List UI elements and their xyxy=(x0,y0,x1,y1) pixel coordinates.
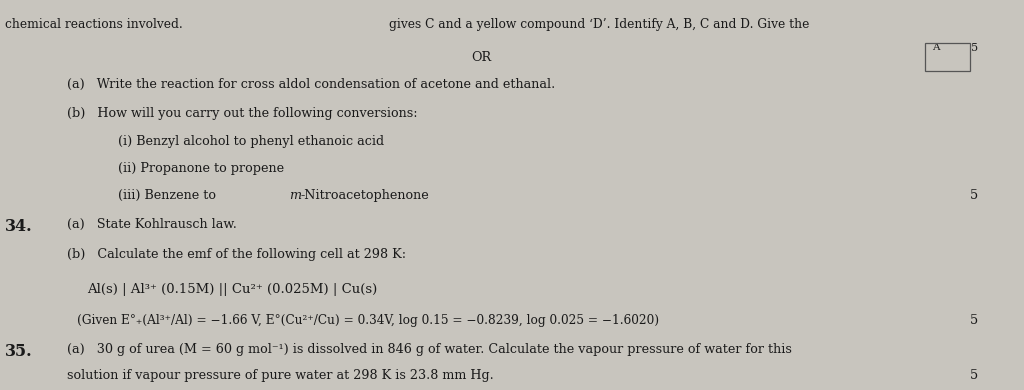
Text: (iii) Benzene to: (iii) Benzene to xyxy=(118,189,220,202)
Text: (a)   State Kohlrausch law.: (a) State Kohlrausch law. xyxy=(67,218,237,231)
Text: (i) Benzyl alcohol to phenyl ethanoic acid: (i) Benzyl alcohol to phenyl ethanoic ac… xyxy=(118,135,384,147)
Text: (b)   Calculate the emf of the following cell at 298 K:: (b) Calculate the emf of the following c… xyxy=(67,248,406,261)
Text: 5: 5 xyxy=(971,43,978,53)
Text: (ii) Propanone to propene: (ii) Propanone to propene xyxy=(118,162,284,175)
Text: chemical reactions involved.: chemical reactions involved. xyxy=(5,18,183,30)
Text: -Nitroacetophenone: -Nitroacetophenone xyxy=(300,189,429,202)
Text: (Given E°₊(Al³⁺/Al) = −1.66 V, E°(Cu²⁺/Cu) = 0.34V, log 0.15 = −0.8239, log 0.02: (Given E°₊(Al³⁺/Al) = −1.66 V, E°(Cu²⁺/C… xyxy=(77,314,658,327)
Text: (a)   30 g of urea (M = 60 g mol⁻¹) is dissolved in 846 g of water. Calculate th: (a) 30 g of urea (M = 60 g mol⁻¹) is dis… xyxy=(67,343,792,356)
Text: gives C and a yellow compound ‘D’. Identify A, B, C and D. Give the: gives C and a yellow compound ‘D’. Ident… xyxy=(389,18,810,30)
Text: 35.: 35. xyxy=(5,343,33,360)
Text: 5: 5 xyxy=(970,314,978,327)
Text: Al(s) | Al³⁺ (0.15M) || Cu²⁺ (0.025M) | Cu(s): Al(s) | Al³⁺ (0.15M) || Cu²⁺ (0.025M) | … xyxy=(87,283,377,296)
Text: 34.: 34. xyxy=(5,218,33,236)
Text: 5: 5 xyxy=(970,369,978,381)
Text: m: m xyxy=(289,189,301,202)
Text: OR: OR xyxy=(471,51,492,64)
Text: (a)   Write the reaction for cross aldol condensation of acetone and ethanal.: (a) Write the reaction for cross aldol c… xyxy=(67,78,555,91)
Text: solution if vapour pressure of pure water at 298 K is 23.8 mm Hg.: solution if vapour pressure of pure wate… xyxy=(67,369,494,381)
Text: A: A xyxy=(932,43,939,52)
Text: (b)   How will you carry out the following conversions:: (b) How will you carry out the following… xyxy=(67,107,417,120)
Text: 5: 5 xyxy=(970,189,978,202)
